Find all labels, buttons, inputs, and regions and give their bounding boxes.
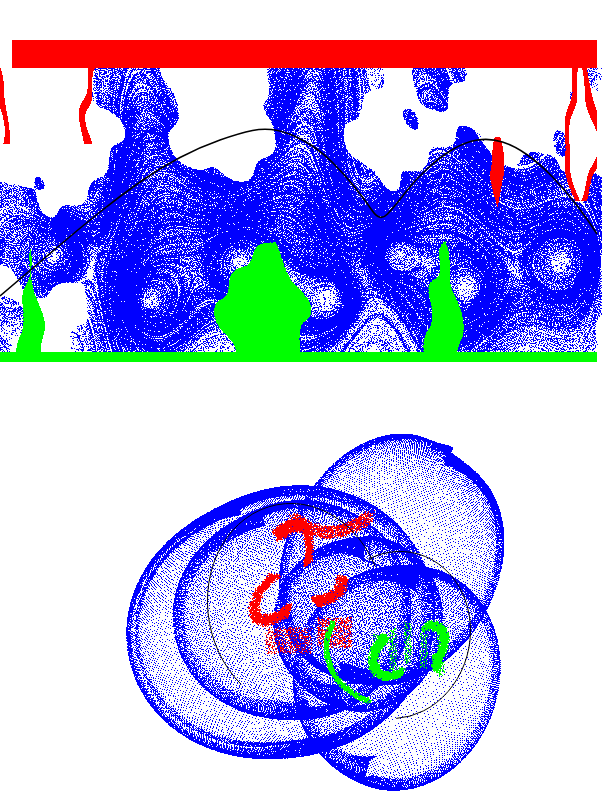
figure-root	[0, 0, 603, 803]
top-panel-canvas	[0, 0, 603, 803]
top-panel-cylindrical-projection	[0, 0, 603, 803]
